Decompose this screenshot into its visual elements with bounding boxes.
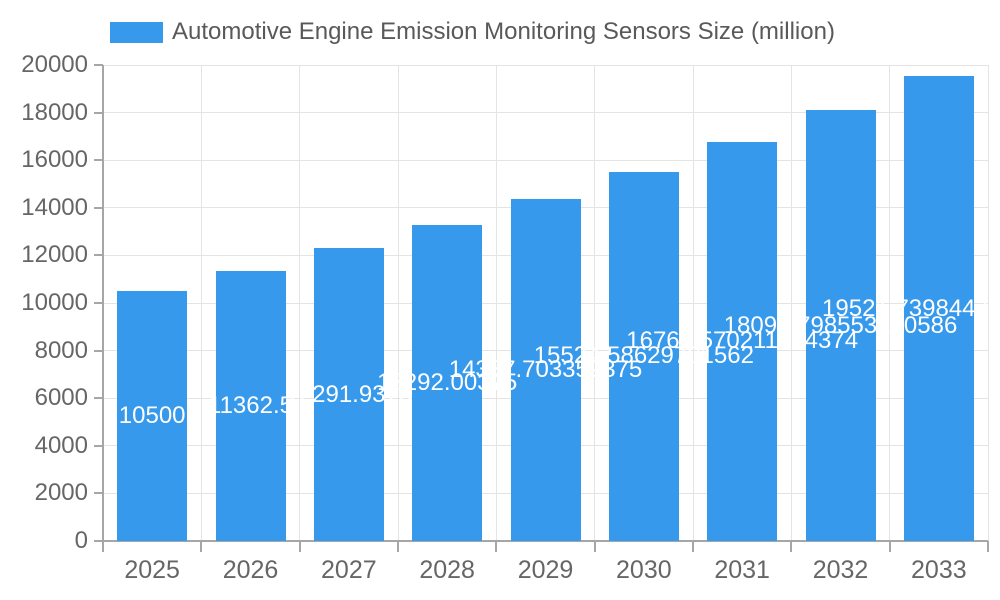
x-tick-label: 2031 [714,556,770,584]
gridline-horizontal [103,64,988,66]
x-axis-tick [397,541,399,552]
gridline-vertical [200,65,202,541]
legend[interactable]: Automotive Engine Emission Monitoring Se… [110,18,835,46]
gridline-vertical [790,65,792,541]
y-axis-tick [94,492,103,495]
x-tick-label: 2033 [911,556,967,584]
bar-value-label: 11362.5 [208,391,293,419]
y-tick-label: 0 [74,527,88,554]
bar-value-label: 18095.798553170586 [723,311,958,339]
bar-value-label: 13292.00375 [377,368,518,396]
x-axis-tick [888,541,891,552]
x-axis-tick [495,541,498,552]
bar-2026[interactable] [215,270,286,541]
y-tick-label: 16000 [21,146,88,174]
y-axis-tick [94,349,103,352]
x-axis-tick [298,541,301,552]
y-axis-tick [94,254,103,257]
legend-swatch [110,21,163,43]
x-tick-label: 2025 [124,556,180,584]
y-tick-label: 12000 [21,241,88,269]
y-tick-label: 10000 [21,289,88,316]
bar-2031[interactable] [707,141,778,541]
y-axis-tick [94,206,103,209]
x-axis-tick [692,541,694,552]
bar-value-label: 16768.570211304374 [626,327,859,355]
bar-value-label: 15524.58629701562 [533,342,754,370]
y-axis-tick [94,540,103,542]
y-axis-tick [94,64,103,66]
y-axis-tick [94,444,103,447]
x-axis-tick [593,541,596,552]
y-tick-label: 18000 [21,98,88,126]
y-axis-tick [94,302,103,304]
x-axis-tick [200,541,203,552]
x-tick-label: 2026 [222,556,279,584]
x-tick-label: 2029 [517,556,574,584]
gridline-horizontal [103,112,988,114]
y-axis-line [102,65,104,552]
gridline-horizontal [103,159,988,161]
y-axis-tick [94,111,103,114]
gridline-vertical [299,65,301,541]
y-axis-tick [94,397,103,400]
bar-value-label: 12291.9375 [285,380,413,408]
y-tick-label: 20000 [21,51,88,78]
bar-value-label: 10500 [118,402,186,430]
bar-2027[interactable] [313,248,384,541]
bar-2029[interactable] [510,198,581,541]
bar-2033[interactable] [903,76,974,541]
gridline-vertical [987,65,989,541]
x-axis-line [103,540,988,542]
y-tick-label: 2000 [34,479,88,507]
bar-2030[interactable] [608,171,679,541]
y-tick-label: 6000 [34,384,88,412]
bar-2032[interactable] [805,110,876,541]
gridline-vertical [495,65,497,541]
legend-label: Automotive Engine Emission Monitoring Se… [172,18,835,45]
gridline-vertical [692,65,694,541]
y-axis-tick [94,159,103,162]
gridline-vertical [594,65,596,541]
x-axis-tick [790,541,793,552]
bar-2025[interactable] [117,291,188,541]
gridline-vertical [889,65,891,541]
x-tick-label: 2028 [419,556,475,584]
x-axis-tick [987,541,989,552]
y-tick-label: 8000 [34,336,88,364]
x-tick-label: 2027 [321,556,377,584]
bar-2028[interactable] [412,224,483,541]
bar-value-label: 14387.703359375 [448,355,643,383]
y-tick-label: 14000 [21,193,88,221]
x-tick-label: 2030 [616,556,672,584]
x-tick-label: 2032 [812,556,869,584]
gridline-vertical [397,65,399,541]
y-tick-label: 4000 [34,431,88,459]
bar-value-label: 19521.739844710586 [822,294,1000,322]
